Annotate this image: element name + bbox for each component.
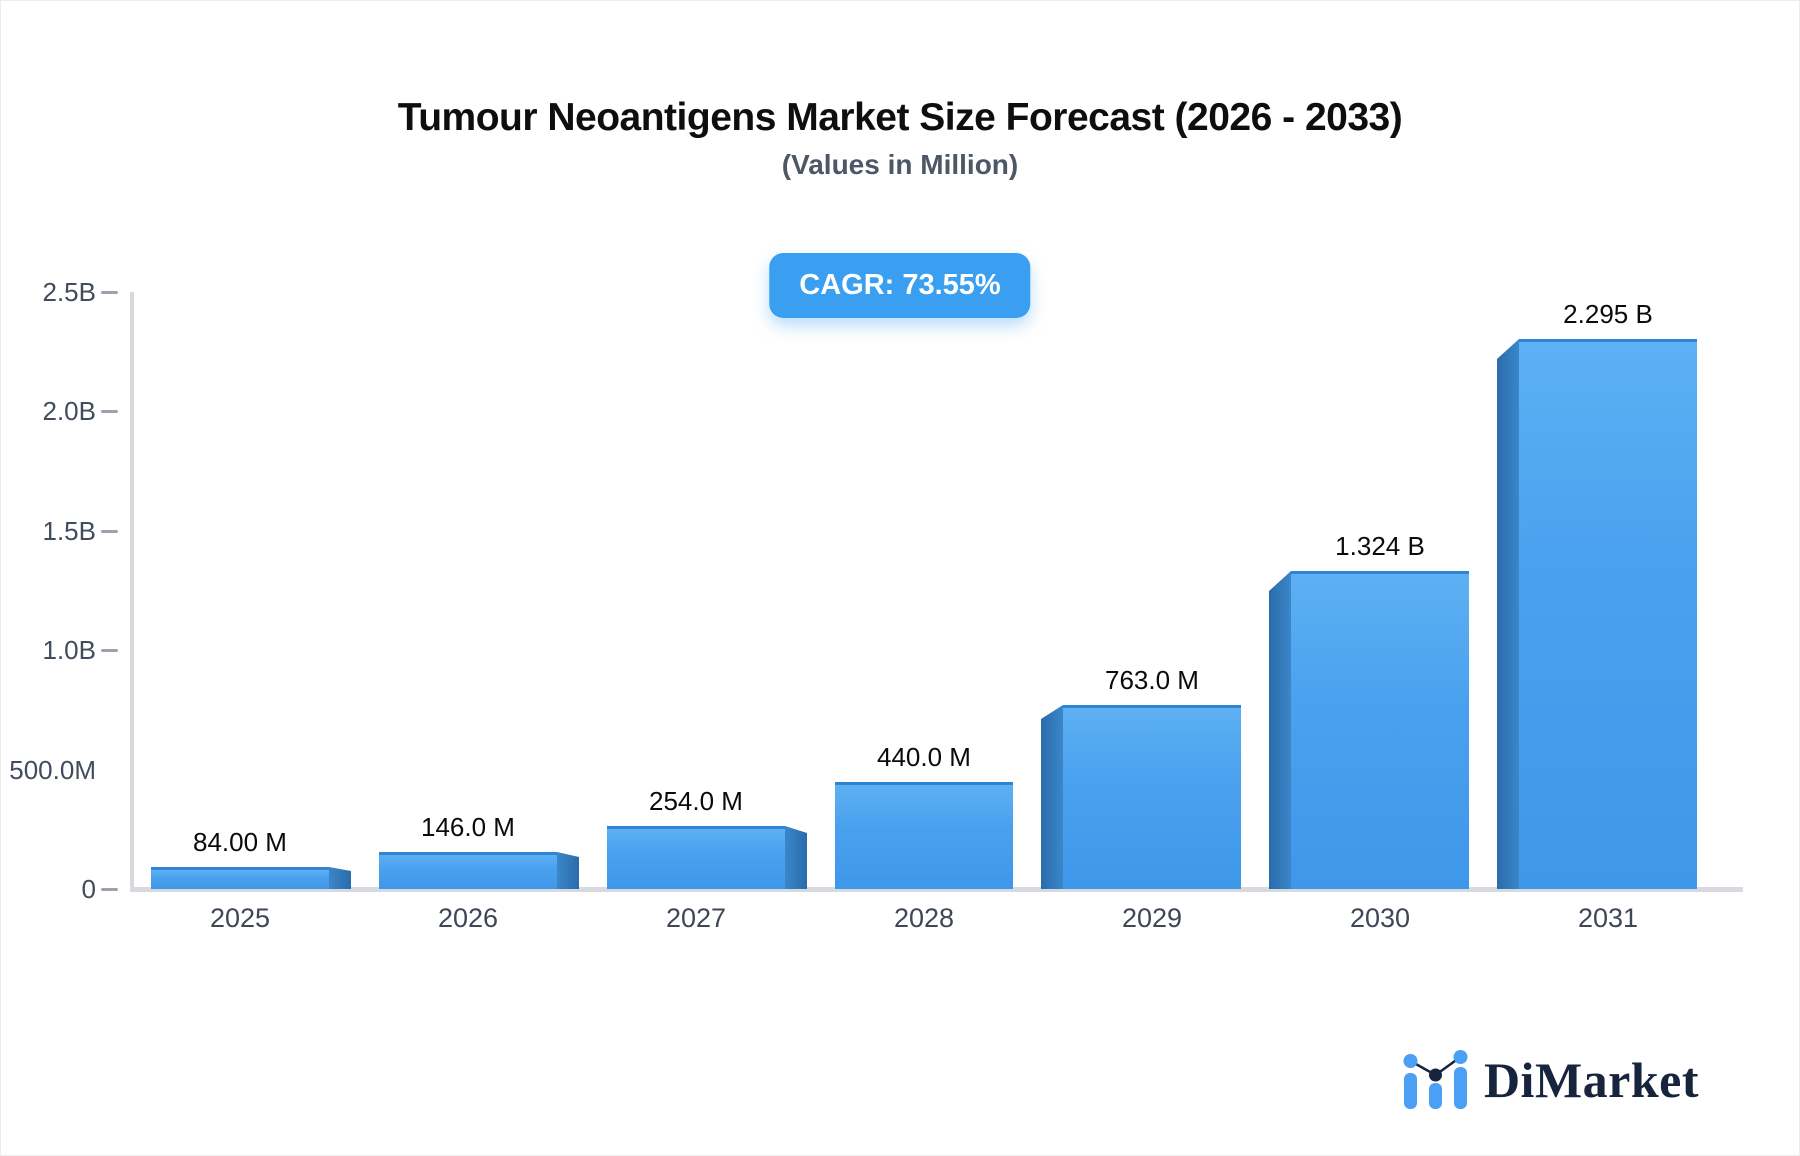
chart-title: Tumour Neoantigens Market Size Forecast … xyxy=(397,96,1403,139)
y-axis-tick-label: 500.0M xyxy=(9,754,96,785)
bar-2026[interactable] xyxy=(379,852,557,889)
bar-value-label-2030: 1.324 B xyxy=(1335,531,1425,561)
bar-value-label-2027: 254.0 M xyxy=(649,786,743,816)
bar-side-2031 xyxy=(1497,339,1519,889)
y-axis-tick-dash xyxy=(101,291,118,294)
cagr-badge-label: CAGR: 73.55% xyxy=(799,269,1001,301)
bar-value-label-2026: 146.0 M xyxy=(421,812,515,842)
x-axis-label-2028: 2028 xyxy=(893,903,955,933)
y-axis-tick-label: 0 xyxy=(81,874,96,904)
x-axis-label-2025: 2025 xyxy=(209,903,271,933)
x-axis-label-2031: 2031 xyxy=(1577,903,1639,933)
y-axis-tick-label: 1.5B xyxy=(42,515,97,546)
y-axis-tick-dash xyxy=(101,649,118,653)
bar-side-2026 xyxy=(557,852,579,889)
bar-2029[interactable] xyxy=(1063,705,1241,889)
y-axis-tick-dash xyxy=(101,529,118,533)
x-axis-line xyxy=(130,887,1743,892)
bar-value-label-2028: 440.0 M xyxy=(877,742,971,772)
bar-value-label-2031: 2.295 B xyxy=(1563,299,1653,329)
y-axis-tick-label: 2.0B xyxy=(42,396,97,427)
dimarket-logo: DiMarket xyxy=(1402,1049,1699,1111)
chart-subtitle: (Values in Million) xyxy=(781,149,1019,180)
logo-text: DiMarket xyxy=(1483,1052,1699,1108)
y-axis-tick-dash xyxy=(101,888,118,891)
x-axis-label-2030: 2030 xyxy=(1349,903,1411,933)
bar-value-label-2025: 84.00 M xyxy=(193,827,287,857)
cagr-badge: CAGR: 73.55% xyxy=(769,253,1031,318)
x-axis-label-2029: 2029 xyxy=(1121,903,1183,933)
x-axis-label-2027: 2027 xyxy=(665,903,727,933)
bar-2028[interactable] xyxy=(835,782,1013,889)
bar-side-2027 xyxy=(785,826,807,889)
y-axis-tick-dash xyxy=(101,410,118,414)
y-axis-tick-label: 1.0B xyxy=(42,635,97,666)
bar-side-2029 xyxy=(1041,705,1063,889)
y-axis-tick-label: 2.5B xyxy=(42,277,97,307)
bar-2031[interactable] xyxy=(1519,339,1697,889)
bar-2027[interactable] xyxy=(607,826,785,889)
bar-2025[interactable] xyxy=(151,867,329,889)
bar-chart-logo-icon xyxy=(1403,1050,1468,1109)
bar-side-2030 xyxy=(1269,571,1291,889)
bar-2030[interactable] xyxy=(1291,571,1469,889)
bar-side-2025 xyxy=(329,867,351,889)
bar-value-label-2029: 763.0 M xyxy=(1105,665,1199,695)
x-axis-label-2026: 2026 xyxy=(437,903,499,933)
y-axis-line xyxy=(130,292,134,892)
